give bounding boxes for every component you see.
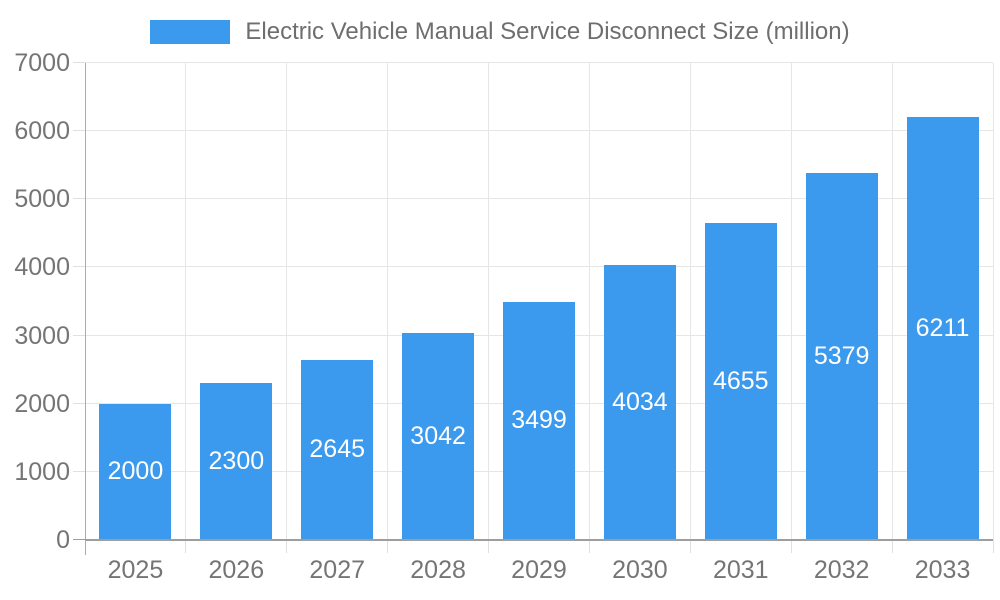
x-tick-label: 2031	[712, 556, 769, 584]
y-axis-tick	[73, 539, 85, 540]
bar-2026[interactable]: 2300	[200, 383, 273, 540]
y-tick-label: 6000	[14, 117, 70, 146]
bar-value-label: 2645	[309, 435, 366, 464]
bar-value-label: 2300	[208, 447, 265, 476]
x-axis-tick	[689, 540, 691, 553]
bar-value-label: 5379	[813, 342, 870, 371]
gridline-horizontal	[85, 130, 993, 132]
bar-2027[interactable]: 2645	[301, 359, 374, 540]
gridline-vertical	[488, 63, 490, 540]
y-tick-label: 7000	[14, 49, 70, 77]
bar-2029[interactable]: 3499	[503, 301, 575, 540]
y-axis-tick	[73, 130, 85, 132]
x-axis-tick	[992, 540, 994, 553]
bar-2025[interactable]: 2000	[99, 403, 172, 540]
bar-value-label: 4655	[712, 366, 769, 395]
x-axis-tick	[588, 540, 590, 553]
bar-value-label: 3042	[410, 421, 466, 450]
y-tick-label: 0	[56, 526, 70, 554]
x-axis-tick	[286, 540, 288, 553]
y-axis-tick	[73, 470, 85, 472]
legend-label: Electric Vehicle Manual Service Disconne…	[245, 18, 850, 45]
x-tick-label: 2025	[107, 556, 164, 584]
bar-2028[interactable]: 3042	[402, 332, 475, 540]
gridline-vertical	[387, 63, 389, 540]
gridline-vertical	[689, 63, 691, 540]
bar-value-label: 4034	[612, 388, 668, 417]
gridline-vertical	[992, 63, 994, 540]
x-axis-tick	[790, 540, 792, 553]
bar-value-label: 3499	[511, 406, 567, 435]
x-axis-tick	[387, 540, 389, 553]
x-tick-label: 2030	[612, 556, 668, 584]
gridline-vertical	[588, 63, 590, 540]
y-axis-line	[85, 63, 86, 555]
gridline-horizontal	[85, 198, 993, 200]
bar-value-label: 2000	[107, 457, 164, 486]
x-tick-label: 2029	[511, 556, 567, 584]
x-tick-label: 2026	[208, 556, 265, 584]
x-axis-tick	[488, 540, 490, 553]
y-tick-label: 2000	[14, 389, 70, 418]
y-tick-label: 1000	[14, 457, 70, 486]
bar-value-label: 6211	[915, 313, 970, 342]
y-axis-tick	[73, 334, 85, 336]
y-axis-tick	[73, 198, 85, 200]
x-axis-line	[85, 539, 993, 541]
bar-2031[interactable]: 4655	[704, 222, 777, 540]
x-axis-tick	[891, 540, 893, 553]
gridline-horizontal	[85, 266, 993, 268]
gridline-horizontal	[85, 62, 993, 63]
x-axis-tick	[185, 540, 187, 553]
bar-2030[interactable]: 4034	[603, 265, 676, 540]
y-axis-tick	[73, 266, 85, 268]
gridline-vertical	[790, 63, 792, 540]
bar-2032[interactable]: 5379	[805, 173, 878, 540]
y-axis-tick	[73, 402, 85, 404]
y-axis-tick	[73, 62, 85, 63]
y-tick-label: 4000	[14, 253, 70, 282]
gridline-vertical	[891, 63, 893, 540]
x-tick-label: 2033	[914, 556, 971, 584]
legend-swatch	[150, 20, 231, 44]
bar-2033[interactable]: 6211	[906, 116, 979, 540]
y-tick-label: 5000	[14, 185, 70, 214]
x-tick-label: 2028	[410, 556, 466, 584]
legend[interactable]: Electric Vehicle Manual Service Disconne…	[0, 17, 1000, 47]
x-tick-label: 2027	[309, 556, 366, 584]
x-tick-label: 2032	[813, 556, 870, 584]
y-tick-label: 3000	[14, 321, 70, 350]
gridline-vertical	[185, 63, 187, 540]
gridline-vertical	[286, 63, 288, 540]
